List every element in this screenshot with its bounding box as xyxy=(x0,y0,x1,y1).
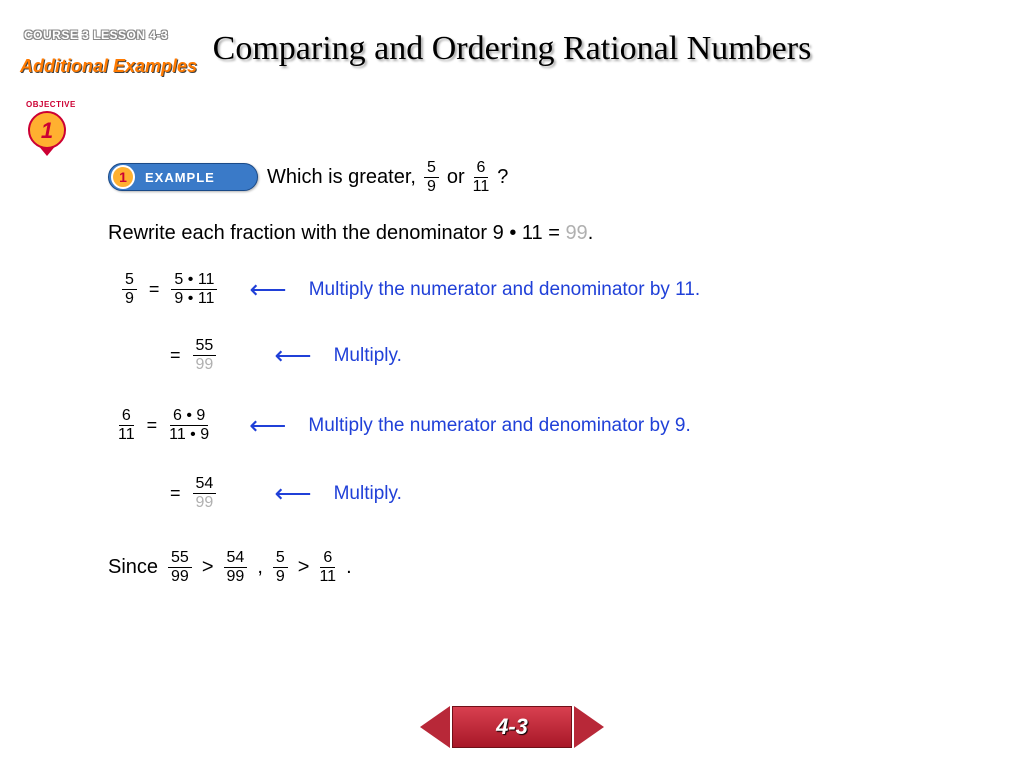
example-pill: 1 EXAMPLE xyxy=(108,163,258,191)
conclusion: Since 55 99 > 54 99 , 5 9 > 6 11 . xyxy=(108,550,352,585)
fraction-b: 6 11 xyxy=(473,160,490,195)
conc-f2: 54 99 xyxy=(224,550,248,585)
gt-symbol: > xyxy=(298,556,310,579)
step1-lhs: 5 9 xyxy=(122,272,137,307)
step1-rhs: 5 • 11 9 • 11 xyxy=(171,272,217,307)
arrow-left-icon: ⟵ xyxy=(249,274,286,305)
page-title: Comparing and Ordering Rational Numbers xyxy=(0,30,1024,68)
step4-rhs: 54 99 xyxy=(193,476,217,511)
equals-icon: = xyxy=(149,279,160,300)
question-lead: Which is greater, xyxy=(267,166,416,189)
step3-lhs: 6 11 xyxy=(118,408,135,443)
step4-explain: Multiply. xyxy=(334,483,402,505)
step3-rhs: 6 • 9 11 • 9 xyxy=(169,408,209,443)
step-3: 6 11 = 6 • 9 11 • 9 ⟵ Multiply the numer… xyxy=(116,408,691,443)
objective-badge-icon: 1 xyxy=(22,108,72,158)
fraction-a: 5 9 xyxy=(424,160,439,195)
step1-explain: Multiply the numerator and denominator b… xyxy=(309,279,700,301)
equals-icon: = xyxy=(170,345,181,366)
conc-f3: 5 9 xyxy=(273,550,288,585)
step2-rhs: 55 99 xyxy=(193,338,217,373)
equals-icon: = xyxy=(147,415,158,436)
question-tail: ? xyxy=(497,166,508,189)
step3-explain: Multiply the numerator and denominator b… xyxy=(308,415,690,437)
example-question: Which is greater, 5 9 or 6 11 ? xyxy=(267,160,508,195)
arrow-left-icon: ⟵ xyxy=(249,410,286,441)
example-number-icon: 1 xyxy=(111,165,135,189)
conc-f4: 6 11 xyxy=(319,550,336,585)
svg-text:1: 1 xyxy=(41,118,53,143)
prev-page-button[interactable] xyxy=(420,706,450,748)
arrow-left-icon: ⟵ xyxy=(274,478,311,509)
instruction-text: Rewrite each fraction with the denominat… xyxy=(108,222,593,245)
since-text: Since xyxy=(108,556,158,579)
step2-explain: Multiply. xyxy=(334,345,402,367)
step-1: 5 9 = 5 • 11 9 • 11 ⟵ Multiply the numer… xyxy=(120,272,700,307)
example-label: EXAMPLE xyxy=(145,170,215,185)
gt-symbol: > xyxy=(202,556,214,579)
arrow-left-icon: ⟵ xyxy=(274,340,311,371)
or-text: or xyxy=(447,166,465,189)
equals-icon: = xyxy=(170,483,181,504)
period: . xyxy=(346,556,352,579)
comma: , xyxy=(257,556,263,579)
page-number-box: 4-3 xyxy=(452,706,572,748)
step-4: = 54 99 ⟵ Multiply. xyxy=(160,476,402,511)
next-page-button[interactable] xyxy=(574,706,604,748)
page-nav: 4-3 xyxy=(420,706,604,748)
conc-f1: 55 99 xyxy=(168,550,192,585)
step-2: = 55 99 ⟵ Multiply. xyxy=(160,338,402,373)
